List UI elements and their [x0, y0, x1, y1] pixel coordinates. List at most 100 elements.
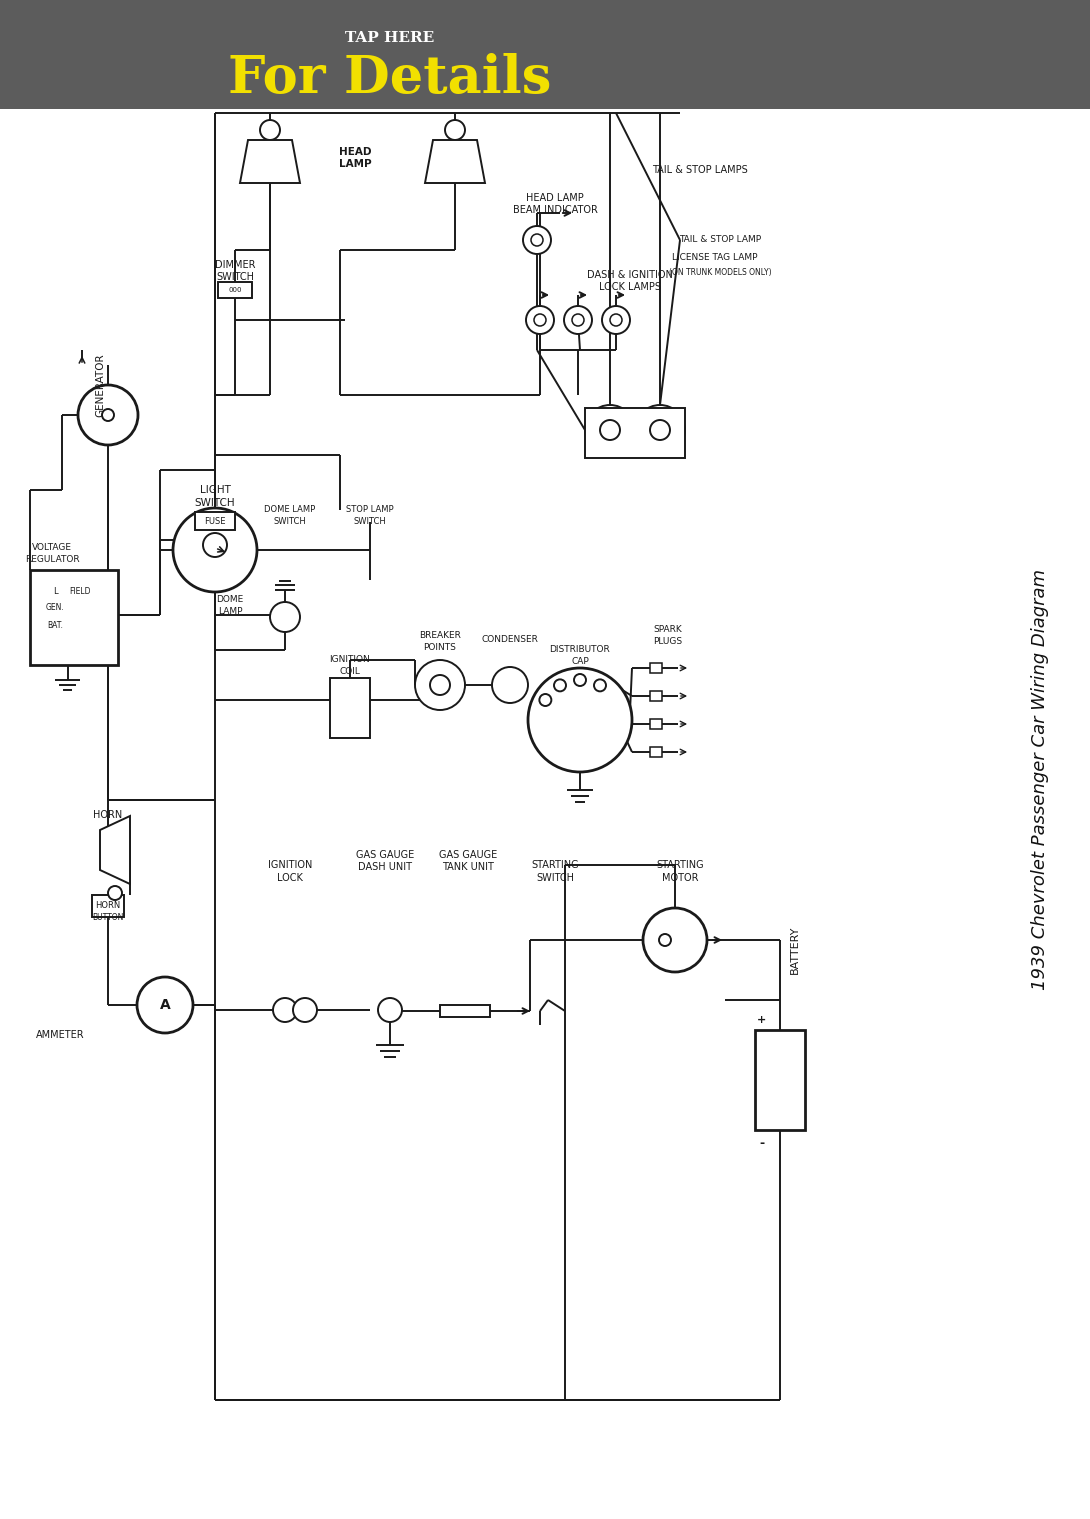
- Text: STOP LAMP: STOP LAMP: [347, 506, 393, 515]
- Circle shape: [574, 674, 586, 687]
- Circle shape: [594, 679, 606, 691]
- Circle shape: [108, 886, 122, 899]
- Text: REGULATOR: REGULATOR: [25, 556, 80, 565]
- Text: LOCK LAMPS: LOCK LAMPS: [600, 283, 661, 292]
- Text: SPARK: SPARK: [654, 626, 682, 635]
- Circle shape: [492, 667, 528, 703]
- Circle shape: [261, 120, 280, 140]
- Circle shape: [534, 314, 546, 327]
- Text: SWITCH: SWITCH: [195, 498, 235, 507]
- Circle shape: [610, 314, 622, 327]
- Text: HORN: HORN: [94, 810, 122, 820]
- Text: TAIL & STOP LAMP: TAIL & STOP LAMP: [679, 235, 761, 245]
- Text: POINTS: POINTS: [424, 643, 457, 652]
- Text: +: +: [758, 1015, 766, 1025]
- Text: COIL: COIL: [340, 667, 361, 676]
- Text: BREAKER: BREAKER: [419, 630, 461, 639]
- Text: VOLTAGE: VOLTAGE: [32, 544, 72, 553]
- Circle shape: [602, 305, 630, 334]
- Circle shape: [572, 314, 584, 327]
- Bar: [92, 895, 124, 917]
- Circle shape: [78, 384, 138, 445]
- Circle shape: [445, 120, 465, 140]
- Polygon shape: [425, 140, 485, 182]
- Text: DOME LAMP: DOME LAMP: [265, 506, 316, 515]
- Polygon shape: [240, 140, 300, 182]
- Text: BEAM INDICATOR: BEAM INDICATOR: [512, 205, 597, 216]
- Text: For Details: For Details: [228, 53, 552, 103]
- Text: PLUGS: PLUGS: [653, 638, 682, 647]
- Text: SWITCH: SWITCH: [274, 518, 306, 527]
- Bar: [218, 283, 252, 298]
- Circle shape: [203, 533, 227, 557]
- Text: A: A: [159, 998, 170, 1012]
- Text: FIELD: FIELD: [70, 588, 90, 597]
- Text: BUTTON: BUTTON: [93, 913, 123, 922]
- Circle shape: [585, 406, 635, 456]
- Circle shape: [540, 694, 552, 706]
- Circle shape: [293, 998, 317, 1022]
- Text: IGNITION: IGNITION: [329, 656, 371, 664]
- Text: TAP HERE: TAP HERE: [346, 30, 435, 46]
- Circle shape: [659, 934, 671, 946]
- Bar: [650, 718, 662, 729]
- Text: STARTING: STARTING: [531, 860, 579, 870]
- Text: DISTRIBUTOR: DISTRIBUTOR: [549, 646, 610, 655]
- Circle shape: [554, 679, 566, 691]
- Text: DASH UNIT: DASH UNIT: [358, 861, 412, 872]
- Circle shape: [526, 305, 554, 334]
- Circle shape: [378, 998, 402, 1022]
- Text: SWITCH: SWITCH: [536, 873, 574, 883]
- Circle shape: [173, 507, 257, 592]
- Circle shape: [564, 305, 592, 334]
- Text: TAIL & STOP LAMPS: TAIL & STOP LAMPS: [652, 166, 748, 175]
- Text: LAMP: LAMP: [339, 159, 372, 169]
- Bar: [195, 512, 235, 530]
- Text: CONDENSER: CONDENSER: [482, 635, 538, 644]
- Text: DIMMER: DIMMER: [215, 260, 255, 270]
- Bar: [650, 662, 662, 673]
- Text: GAS GAUGE: GAS GAUGE: [355, 851, 414, 860]
- Circle shape: [270, 602, 300, 632]
- Text: LOCK: LOCK: [277, 873, 303, 883]
- Text: BATTERY: BATTERY: [790, 925, 800, 974]
- Text: 000: 000: [228, 287, 242, 293]
- Text: FUSE: FUSE: [204, 516, 226, 526]
- Text: AMMETER: AMMETER: [36, 1030, 85, 1041]
- Text: DASH & IGNITION: DASH & IGNITION: [588, 270, 673, 279]
- Circle shape: [531, 234, 543, 246]
- Text: DOME: DOME: [217, 595, 244, 605]
- Circle shape: [650, 419, 670, 441]
- Polygon shape: [100, 816, 130, 884]
- Text: HEAD: HEAD: [339, 147, 372, 156]
- Circle shape: [272, 998, 296, 1022]
- Text: L: L: [52, 588, 58, 597]
- Circle shape: [523, 226, 552, 254]
- Text: LAMP: LAMP: [218, 608, 242, 617]
- Circle shape: [102, 409, 114, 421]
- Text: HEAD LAMP: HEAD LAMP: [526, 193, 584, 204]
- Circle shape: [429, 674, 450, 696]
- Bar: [755, 1030, 806, 1130]
- Circle shape: [415, 659, 465, 709]
- Bar: [585, 409, 685, 459]
- Text: LIGHT: LIGHT: [199, 485, 230, 495]
- Bar: [31, 570, 118, 665]
- Text: HORN: HORN: [96, 901, 121, 910]
- Text: STARTING: STARTING: [656, 860, 704, 870]
- Circle shape: [600, 419, 620, 441]
- Text: LICENSE TAG LAMP: LICENSE TAG LAMP: [673, 254, 758, 263]
- Bar: [330, 677, 370, 738]
- Circle shape: [528, 668, 632, 772]
- Text: (ON TRUNK MODELS ONLY): (ON TRUNK MODELS ONLY): [668, 269, 772, 278]
- Text: MOTOR: MOTOR: [662, 873, 699, 883]
- Bar: [440, 1006, 490, 1018]
- Text: CAP: CAP: [571, 658, 589, 667]
- Text: 1939 Chevrolet Passenger Car Wiring Diagram: 1939 Chevrolet Passenger Car Wiring Diag…: [1031, 570, 1049, 990]
- Circle shape: [635, 406, 685, 456]
- Text: TANK UNIT: TANK UNIT: [443, 861, 494, 872]
- Text: SWITCH: SWITCH: [353, 518, 386, 527]
- Text: GENERATOR: GENERATOR: [95, 354, 105, 416]
- Circle shape: [137, 977, 193, 1033]
- Text: SWITCH: SWITCH: [216, 272, 254, 283]
